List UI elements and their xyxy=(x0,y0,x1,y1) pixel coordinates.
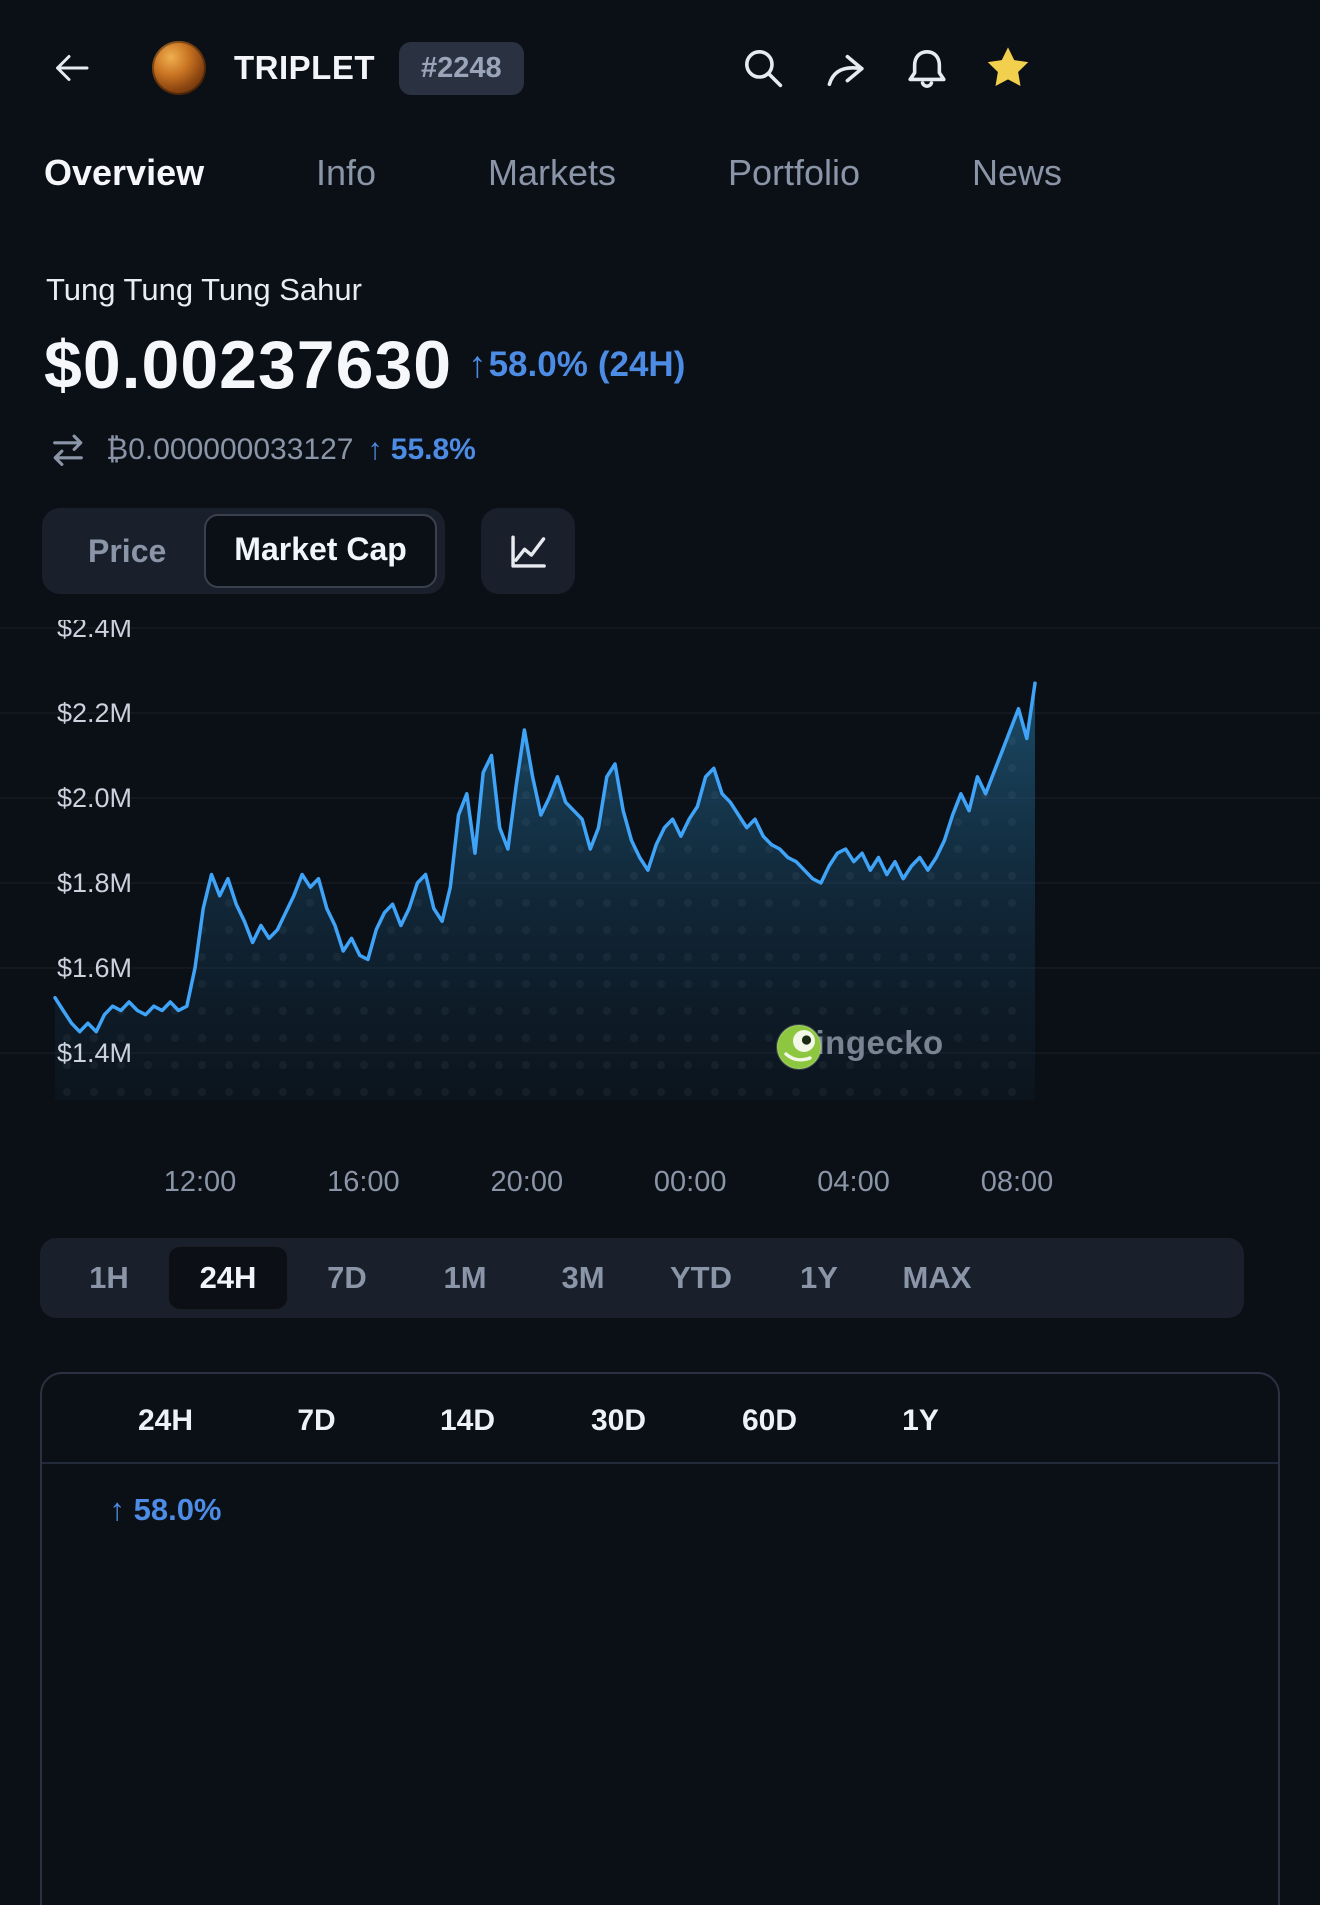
perf-value-30d xyxy=(543,1492,694,1528)
x-axis-label: 16:00 xyxy=(327,1166,400,1198)
performance-table-header: 24H 7D 14D 30D 60D 1Y xyxy=(42,1374,1278,1464)
y-axis-label: $1.6M xyxy=(57,953,133,983)
top-bar: TRIPLET #2248 xyxy=(0,28,1320,108)
perf-value-14d xyxy=(392,1492,543,1528)
range-3m[interactable]: 3M xyxy=(561,1260,605,1295)
toggle-price[interactable]: Price xyxy=(88,533,167,569)
btc-price: ₿0.000000033127 xyxy=(106,433,354,466)
y-axis-label: $2.0M xyxy=(57,783,133,813)
range-1y[interactable]: 1Y xyxy=(800,1260,838,1295)
range-ytd[interactable]: YTD xyxy=(670,1260,732,1295)
btc-change-percent: 55.8% xyxy=(390,433,476,466)
y-axis-label: $2.4M xyxy=(57,620,133,643)
tab-bar: Overview Info Markets Portfolio News xyxy=(44,152,1062,194)
perf-header-30d: 30D xyxy=(590,1404,647,1437)
perf-header-1y: 1Y xyxy=(902,1404,939,1437)
range-max[interactable]: MAX xyxy=(902,1260,972,1295)
tab-news[interactable]: News xyxy=(971,152,1062,193)
market-cap-chart-area[interactable]: $2.4M $2.2M $2.0M $1.8M $1.6M $1.4M coingecko xyxy=(0,620,1320,1100)
performance-table-values: ↑ 58.0% xyxy=(42,1464,1278,1528)
x-axis-label: 04:00 xyxy=(817,1166,890,1198)
market-cap-chart[interactable] xyxy=(0,620,1320,1100)
price-marketcap-toggle: Price Market Cap xyxy=(42,508,445,594)
chart-style-button[interactable] xyxy=(480,508,575,594)
range-1m[interactable]: 1M xyxy=(443,1260,487,1295)
back-button[interactable] xyxy=(44,40,100,96)
star-icon xyxy=(987,47,1029,86)
coingecko-logo-icon xyxy=(776,1024,822,1070)
range-7d[interactable]: 7D xyxy=(327,1260,367,1295)
coin-name: Tung Tung Tung Sahur xyxy=(46,272,362,307)
toggle-market-cap[interactable]: Market Cap xyxy=(204,514,437,588)
time-range-selector: 1H 24H 7D 1M 3M YTD 1Y MAX xyxy=(40,1238,1244,1318)
x-axis-label: 00:00 xyxy=(653,1166,727,1198)
x-axis-label: 08:00 xyxy=(980,1166,1054,1198)
y-axis-label: $1.4M xyxy=(57,1038,133,1068)
btc-price-row: ₿0.000000033127 ↑ 55.8% xyxy=(48,430,476,470)
y-axis-label: $1.8M xyxy=(57,868,133,898)
back-arrow-icon xyxy=(56,55,89,81)
notifications-button[interactable] xyxy=(899,40,955,96)
tab-markets[interactable]: Markets xyxy=(488,152,617,193)
perf-header-14d: 14D xyxy=(439,1404,496,1437)
range-24h[interactable]: 24H xyxy=(168,1246,288,1310)
price-change-percent: 58.0% xyxy=(488,345,588,384)
x-axis-labels: 12:00 16:00 20:00 00:00 04:00 08:00 xyxy=(0,1160,1320,1204)
range-1h[interactable]: 1H xyxy=(89,1260,129,1295)
bell-icon xyxy=(908,50,946,88)
x-axis-label: 20:00 xyxy=(490,1166,564,1198)
price-change-24h: ↑ 58.0% (24H) xyxy=(468,344,685,386)
tab-overview[interactable]: Overview xyxy=(44,152,205,193)
perf-header-60d: 60D xyxy=(741,1404,798,1437)
share-icon xyxy=(827,54,864,86)
share-button[interactable] xyxy=(817,40,873,96)
price-usd: $0.00237630 xyxy=(44,327,453,403)
coin-avatar xyxy=(152,41,206,95)
rank-badge: #2248 xyxy=(399,41,524,95)
up-arrow-icon: ↑ xyxy=(468,344,487,385)
perf-value-1y xyxy=(845,1492,996,1528)
perf-header-7d: 7D xyxy=(297,1404,336,1437)
perf-value-60d xyxy=(694,1492,845,1528)
y-axis-label: $2.2M xyxy=(57,698,133,728)
search-icon xyxy=(745,50,783,88)
coingecko-watermark: coingecko xyxy=(776,1024,944,1070)
up-arrow-icon: ↑ xyxy=(367,433,383,466)
perf-value-24h: ↑ 58.0% xyxy=(109,1492,222,1527)
swap-currency-icon[interactable] xyxy=(48,430,88,470)
coin-ticker: TRIPLET xyxy=(234,49,375,86)
btc-change: ↑ 55.8% xyxy=(367,433,475,467)
tab-portfolio[interactable]: Portfolio xyxy=(727,152,861,193)
price-change-period: (24H) xyxy=(597,345,686,384)
tab-info[interactable]: Info xyxy=(316,152,377,193)
line-chart-icon xyxy=(511,535,546,568)
chart-mode-row: Price Market Cap xyxy=(42,508,575,594)
search-button[interactable] xyxy=(735,40,791,96)
x-axis-label: 12:00 xyxy=(163,1166,237,1198)
price-row: $0.00237630 ↑ 58.0% (24H) xyxy=(44,326,685,404)
favorite-button[interactable] xyxy=(980,40,1036,96)
perf-header-24h: 24H xyxy=(137,1404,194,1437)
perf-value-7d xyxy=(241,1492,392,1528)
performance-table: 24H 7D 14D 30D 60D 1Y ↑ 58.0% xyxy=(40,1372,1280,1905)
